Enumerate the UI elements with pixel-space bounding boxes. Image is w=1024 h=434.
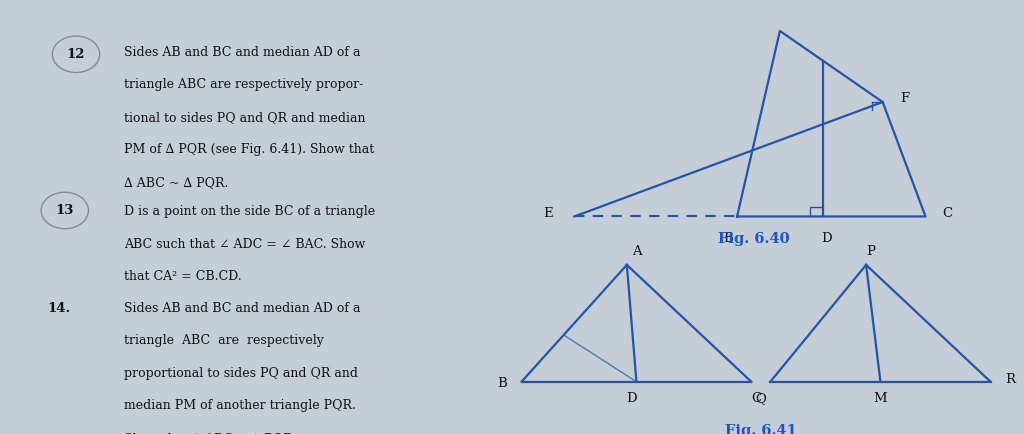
Text: P: P — [866, 245, 876, 258]
Text: A: A — [632, 245, 641, 258]
Text: D: D — [821, 232, 833, 245]
Text: D is a point on the side BC of a triangle: D is a point on the side BC of a triangl… — [124, 205, 375, 218]
Text: Sides AB and BC and median AD of a: Sides AB and BC and median AD of a — [124, 302, 360, 315]
Text: that CA² = CB.CD.: that CA² = CB.CD. — [124, 270, 242, 283]
Text: C: C — [751, 392, 761, 405]
Text: F: F — [900, 92, 909, 105]
Text: B: B — [498, 377, 507, 390]
Text: Sides AB and BC and median AD of a: Sides AB and BC and median AD of a — [124, 46, 360, 59]
Text: median PM of another triangle PQR.: median PM of another triangle PQR. — [124, 399, 355, 412]
Text: 13: 13 — [55, 204, 74, 217]
Text: proportional to sides PQ and QR and: proportional to sides PQ and QR and — [124, 367, 358, 380]
Text: C: C — [943, 207, 952, 220]
Text: PM of ∆ PQR (see Fig. 6.41). Show that: PM of ∆ PQR (see Fig. 6.41). Show that — [124, 143, 374, 156]
Text: E: E — [544, 207, 553, 220]
Text: ABC such that ∠ ADC = ∠ BAC. Show: ABC such that ∠ ADC = ∠ BAC. Show — [124, 238, 366, 251]
Text: D: D — [627, 392, 637, 405]
Text: Fig. 6.41: Fig. 6.41 — [725, 424, 797, 434]
Text: Fig. 6.40: Fig. 6.40 — [719, 232, 791, 246]
Text: 12: 12 — [67, 48, 85, 61]
Text: B: B — [724, 232, 733, 245]
Text: M: M — [873, 392, 887, 405]
Text: R: R — [1005, 373, 1015, 386]
Text: tional to sides PQ and QR and median: tional to sides PQ and QR and median — [124, 111, 366, 124]
Text: 14.: 14. — [48, 302, 71, 315]
Text: Show that ∆ ABC ~ ∆ PQR.: Show that ∆ ABC ~ ∆ PQR. — [124, 432, 297, 434]
Text: triangle  ABC  are  respectively: triangle ABC are respectively — [124, 334, 324, 347]
Text: ∆ ABC ~ ∆ PQR.: ∆ ABC ~ ∆ PQR. — [124, 176, 228, 189]
Text: Q: Q — [756, 392, 766, 405]
Text: triangle ABC are respectively propor-: triangle ABC are respectively propor- — [124, 78, 364, 91]
